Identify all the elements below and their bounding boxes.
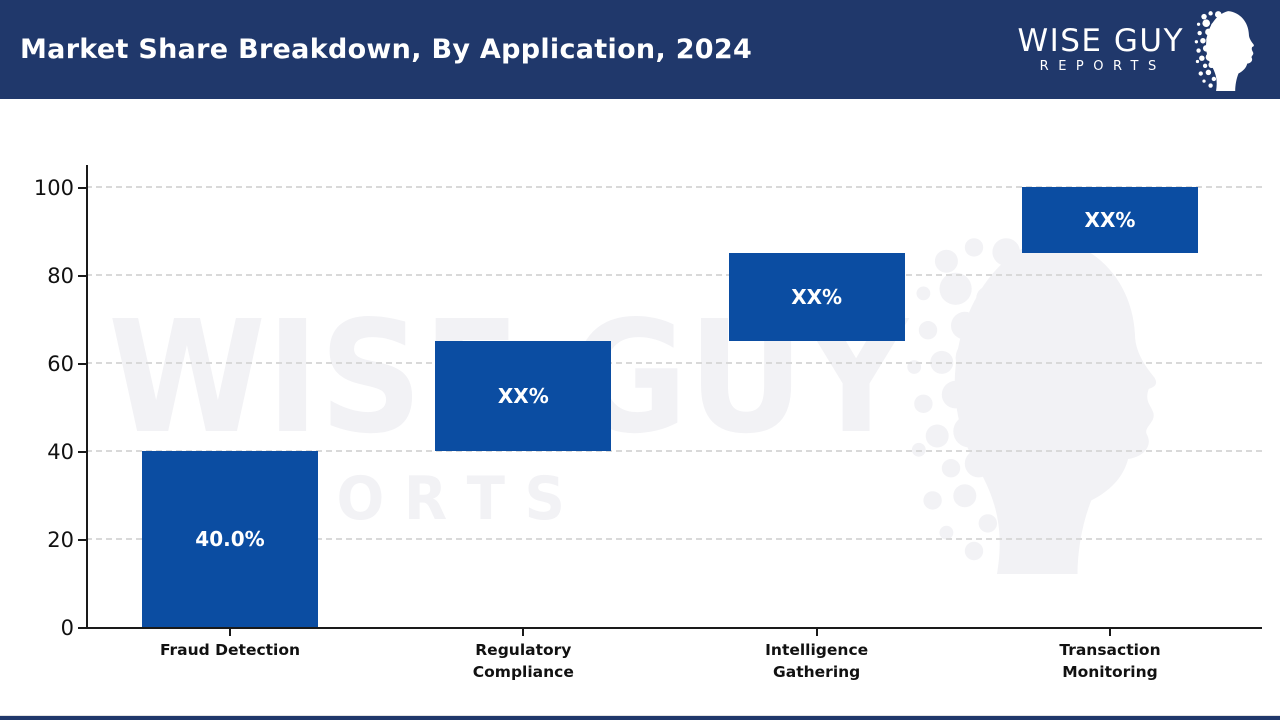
y-tick-0 (78, 627, 86, 629)
y-tick-label-40: 40 (47, 440, 74, 464)
page-title: Market Share Breakdown, By Application, … (20, 34, 753, 65)
logo-wordmark-line2: REPORTS (1039, 59, 1166, 75)
y-tick-60 (78, 363, 86, 365)
y-axis (86, 165, 88, 629)
header: Market Share Breakdown, By Application, … (0, 0, 1280, 99)
bar-4 (1021, 187, 1198, 253)
x-tick-2 (522, 629, 525, 636)
chart: WISE GUY R E P O R T S 0 20 40 60 80 100 40.0%… (0, 99, 1280, 715)
y-tick-label-20: 20 (47, 528, 74, 552)
y-tick-100 (78, 187, 86, 189)
x-category-label-4: Transaction Monitoring (1059, 641, 1161, 681)
footer-bar (0, 715, 1280, 720)
y-tick-label-60: 60 (47, 352, 74, 376)
logo-wordmark-line1: WISE GUY (1017, 22, 1184, 59)
bar-value-label-4: XX% (1084, 208, 1136, 232)
x-tick-4 (1108, 629, 1111, 636)
y-tick-label-80: 80 (47, 264, 74, 288)
gridline-80 (86, 274, 1262, 276)
y-tick-20 (78, 539, 86, 541)
logo-head-icon (1186, 9, 1268, 91)
gridline-40 (86, 450, 1262, 452)
y-tick-80 (78, 275, 86, 277)
x-tick-3 (815, 629, 818, 636)
gridline-20 (86, 538, 1262, 540)
x-category-label-3: Intelligence Gathering (765, 641, 869, 681)
x-axis (86, 627, 1262, 629)
x-category-label-1: Fraud Detection (159, 641, 301, 659)
bar-value-label-1: 40.0% (195, 527, 265, 551)
bar-2 (435, 341, 612, 451)
bar-1 (142, 451, 318, 627)
gridline-100 (86, 186, 1262, 188)
x-category-label-2: Regulatory Compliance (472, 641, 574, 681)
bar-value-label-2: XX% (497, 384, 549, 408)
bar-3 (728, 253, 905, 341)
gridline-60 (86, 362, 1262, 364)
wiseguy-logo: WISE GUY REPORTS (1017, 9, 1280, 91)
logo-wordmark: WISE GUY REPORTS (1017, 25, 1184, 75)
x-tick-1 (229, 629, 231, 636)
bar-value-label-3: XX% (791, 285, 843, 309)
y-tick-label-0: 0 (60, 616, 74, 640)
y-tick-label-100: 100 (33, 176, 74, 200)
y-tick-40 (78, 451, 86, 453)
watermark-head-icon (907, 238, 1157, 574)
